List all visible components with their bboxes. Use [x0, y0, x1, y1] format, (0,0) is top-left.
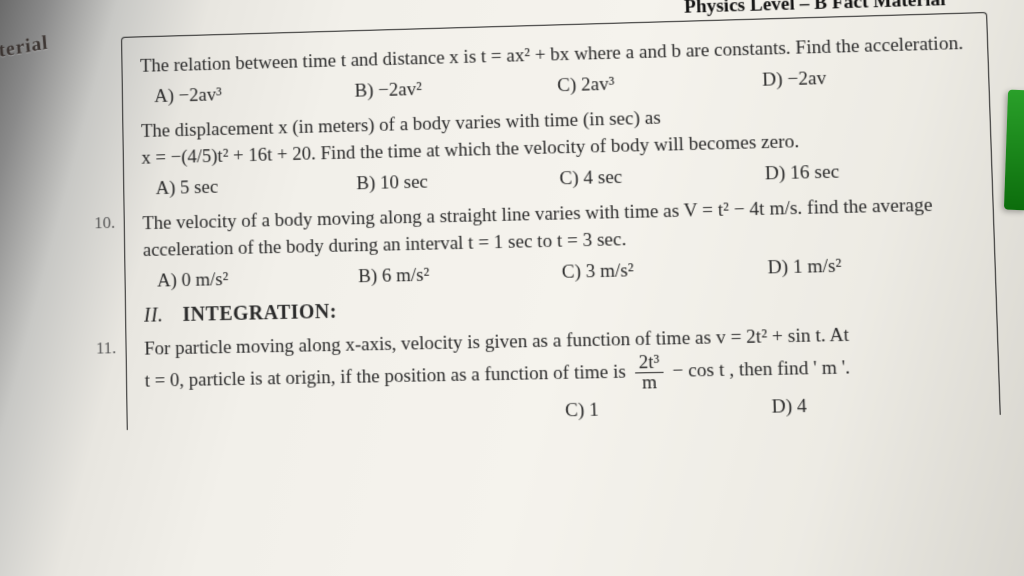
q1-text-a: The relation between time t and distance…	[140, 46, 481, 76]
question-3: The velocity of a body moving along a st…	[142, 190, 975, 264]
q3-opt-b: B) 6 m/s²	[358, 261, 562, 288]
q1-opt-b: B) −2av²	[354, 75, 557, 102]
section-roman: II.	[144, 304, 164, 327]
q3-opt-d: D) 1 m/s²	[767, 252, 976, 279]
q2-opt-c: C) 4 sec	[559, 163, 765, 190]
section-title: INTEGRATION:	[182, 300, 337, 325]
q2-opt-d: D) 16 sec	[765, 158, 974, 185]
q2-opt-b: B) 10 sec	[356, 168, 560, 195]
content-frame: The relation between time t and distance…	[121, 12, 1001, 430]
q2-opt-a: A) 5 sec	[156, 173, 357, 200]
q11-fraction: 2t³ m	[634, 353, 664, 393]
q11-opt-a	[159, 404, 361, 430]
q11-text-a: For particle moving along x-axis, veloci…	[144, 324, 849, 359]
textbook-page: ct Material t n/s elocity at v = βt³. Ph…	[4, 0, 1024, 576]
q11-opt-d: D) 4	[771, 393, 981, 419]
q3-opt-a: A) 0 m/s²	[157, 266, 359, 292]
q11-opt-b	[361, 400, 566, 426]
q11-number: 11.	[96, 338, 117, 358]
book-edge-label: ct Material	[0, 32, 49, 72]
q11-frac-num: 2t³	[634, 353, 663, 373]
q3-opt-c: C) 3 m/s²	[561, 257, 767, 284]
q1-opt-c: C) 2av³	[557, 69, 763, 97]
q1-opt-a: A) −2av³	[154, 80, 355, 107]
q11-text-c: − cos t , then find ' m '.	[672, 357, 850, 382]
q3-number: 10.	[94, 213, 115, 233]
q11-opt-c: C) 1	[565, 397, 772, 423]
q11-text-b: t = 0, particle is at origin, if the pos…	[145, 362, 631, 392]
q11-frac-den: m	[635, 372, 664, 393]
q1-text-b: where a and b are constants. Find the ac…	[574, 33, 964, 65]
q1-opt-d: D) −2av	[762, 64, 970, 92]
question-11: For particle moving along x-axis, veloci…	[144, 319, 980, 402]
q1-equation: t = ax² + bx	[481, 44, 570, 67]
